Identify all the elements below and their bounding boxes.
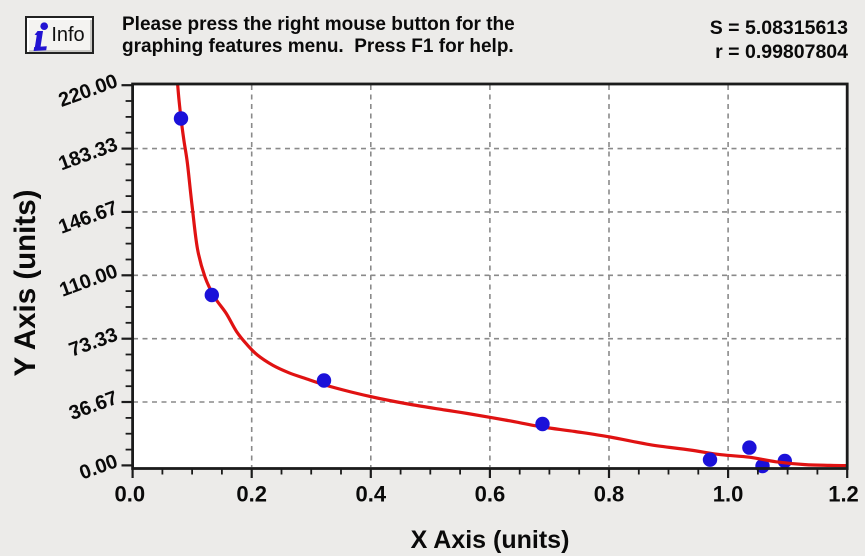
svg-text:110.00: 110.00 xyxy=(57,260,121,301)
svg-text:1.2: 1.2 xyxy=(828,482,859,507)
svg-text:0.00: 0.00 xyxy=(77,450,121,484)
svg-text:183.33: 183.33 xyxy=(56,134,121,176)
svg-text:0.0: 0.0 xyxy=(115,482,146,507)
svg-text:Y Axis (units): Y Axis (units) xyxy=(9,190,42,377)
svg-text:X Axis (units): X Axis (units) xyxy=(411,526,570,554)
svg-text:0.6: 0.6 xyxy=(475,482,506,507)
svg-text:0.2: 0.2 xyxy=(236,482,267,507)
svg-text:73.33: 73.33 xyxy=(66,324,121,362)
svg-text:146.67: 146.67 xyxy=(56,197,121,239)
svg-text:36.67: 36.67 xyxy=(66,387,121,425)
svg-text:0.8: 0.8 xyxy=(594,482,625,507)
svg-text:0.4: 0.4 xyxy=(356,482,387,507)
svg-text:220.00: 220.00 xyxy=(56,70,121,112)
svg-text:1.0: 1.0 xyxy=(713,482,744,507)
